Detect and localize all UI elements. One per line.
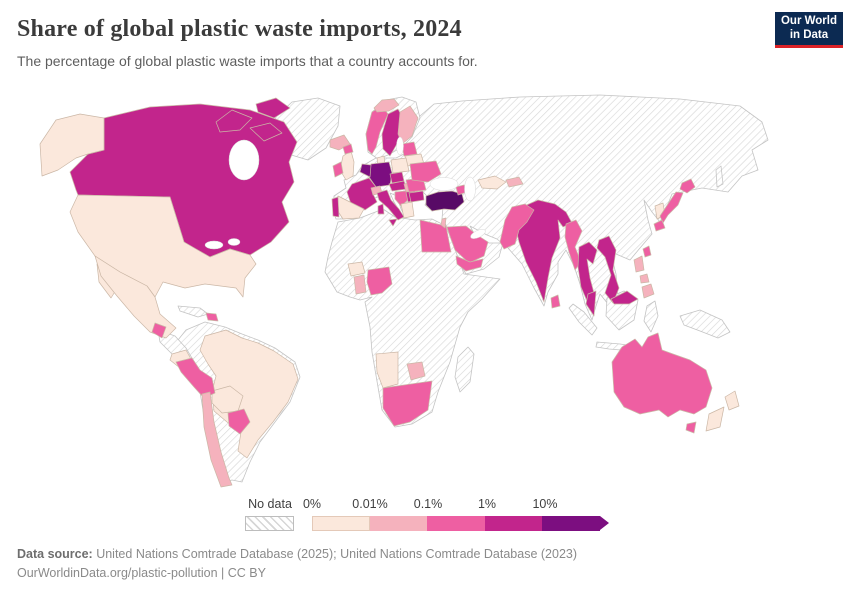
country-australia[interactable]	[611, 332, 713, 418]
great-lakes	[204, 240, 224, 250]
baltic-sea	[396, 136, 404, 156]
country-madagascar[interactable]	[454, 346, 475, 393]
country-greece[interactable]	[400, 201, 415, 219]
country-namibia[interactable]	[375, 351, 399, 389]
legend-no-data-label: No data	[248, 497, 292, 511]
country-usa-alaska[interactable]	[39, 113, 105, 177]
country-poland[interactable]	[390, 157, 410, 174]
country-france[interactable]	[346, 177, 378, 211]
legend-tick: 10%	[532, 497, 558, 511]
region-africa-no-data[interactable]	[324, 208, 501, 428]
country-sri-lanka[interactable]	[550, 294, 561, 309]
owid-logo[interactable]: Our World in Data	[775, 12, 843, 48]
country-ghana[interactable]	[353, 274, 367, 295]
country-saudi-arabia[interactable]	[446, 225, 489, 264]
country-malaysia-borneo[interactable]	[610, 290, 639, 305]
legend-arrow-tip	[599, 516, 609, 530]
country-philippines[interactable]	[633, 255, 655, 299]
persian-gulf	[470, 229, 486, 239]
country-burkina-faso[interactable]	[347, 261, 366, 277]
legend-segment[interactable]	[484, 516, 543, 531]
legend-tick: 1%	[477, 497, 497, 511]
country-canada-arctic-islands[interactable]	[215, 97, 291, 142]
country-kyrgyzstan[interactable]	[505, 176, 524, 188]
country-australia-tasmania[interactable]	[685, 421, 697, 434]
country-svalbard[interactable]	[373, 98, 400, 113]
country-egypt[interactable]	[419, 219, 452, 253]
country-thailand[interactable]	[577, 241, 598, 302]
page-subtitle: The percentage of global plastic waste i…	[17, 53, 478, 69]
license-line: OurWorldinData.org/plastic-pollution | C…	[17, 564, 577, 583]
great-lakes-east	[227, 238, 241, 246]
legend-segment[interactable]	[369, 516, 428, 531]
country-paraguay[interactable]	[227, 408, 251, 435]
country-ireland[interactable]	[332, 161, 344, 178]
data-source-text: United Nations Comtrade Database (2025);…	[92, 547, 578, 561]
country-nigeria[interactable]	[366, 266, 393, 296]
map-legend: No data 0% 0.01% 0.1% 1% 10%	[245, 497, 625, 533]
data-source-line: Data source: United Nations Comtrade Dat…	[17, 545, 577, 564]
legend-tick: 0%	[302, 497, 322, 511]
legend-segment[interactable]	[542, 516, 600, 531]
legend-no-data-swatch[interactable]	[245, 516, 294, 531]
chart-footer: Data source: United Nations Comtrade Dat…	[17, 545, 577, 584]
island-sakhalin[interactable]	[715, 165, 724, 188]
page-title: Share of global plastic waste imports, 2…	[17, 16, 462, 42]
legend-color-bar[interactable]	[312, 516, 609, 531]
country-japan[interactable]	[653, 178, 696, 232]
country-malaysia-peninsula[interactable]	[585, 290, 597, 317]
country-brazil[interactable]	[199, 329, 299, 459]
country-cuba[interactable]	[177, 305, 209, 318]
region-netherlands-belgium[interactable]	[359, 163, 372, 178]
country-united-kingdom[interactable]	[339, 150, 355, 181]
country-chile[interactable]	[201, 391, 233, 488]
country-peru[interactable]	[175, 357, 216, 399]
country-israel[interactable]	[440, 217, 447, 229]
country-bulgaria[interactable]	[408, 190, 425, 203]
country-mexico[interactable]	[94, 255, 177, 339]
country-uk-northern-isles[interactable]	[342, 143, 354, 155]
data-source-label: Data source:	[17, 547, 93, 561]
legend-tick: 0.1%	[413, 497, 443, 511]
legend-segment[interactable]	[427, 516, 485, 531]
island-sumatra[interactable]	[568, 303, 598, 336]
country-india[interactable]	[515, 199, 573, 303]
country-ukraine[interactable]	[409, 160, 442, 183]
island-sulawesi[interactable]	[643, 300, 659, 333]
legend-tick: 0.01%	[352, 497, 388, 511]
country-guatemala[interactable]	[151, 322, 167, 339]
country-croatia[interactable]	[394, 190, 410, 207]
world-map	[0, 92, 850, 494]
country-pakistan[interactable]	[499, 203, 535, 250]
country-south-africa[interactable]	[382, 380, 433, 427]
country-new-zealand[interactable]	[705, 390, 740, 432]
region-baltic-states[interactable]	[401, 141, 418, 157]
owid-url-link[interactable]: OurWorldinData.org/plastic-pollution | C…	[17, 566, 266, 581]
owid-logo-text: Our World in Data	[780, 14, 837, 41]
island-new-guinea[interactable]	[679, 309, 731, 339]
country-uzbekistan[interactable]	[477, 175, 507, 190]
country-taiwan[interactable]	[642, 245, 652, 258]
country-turkey[interactable]	[425, 190, 465, 212]
caspian-sea	[464, 176, 476, 202]
country-zimbabwe[interactable]	[406, 361, 426, 381]
black-sea	[429, 177, 459, 191]
country-portugal[interactable]	[331, 196, 340, 218]
legend-segment[interactable]	[312, 516, 370, 531]
hudson-bay	[228, 139, 260, 181]
country-yemen[interactable]	[455, 255, 484, 272]
country-dominican-republic[interactable]	[205, 312, 219, 322]
